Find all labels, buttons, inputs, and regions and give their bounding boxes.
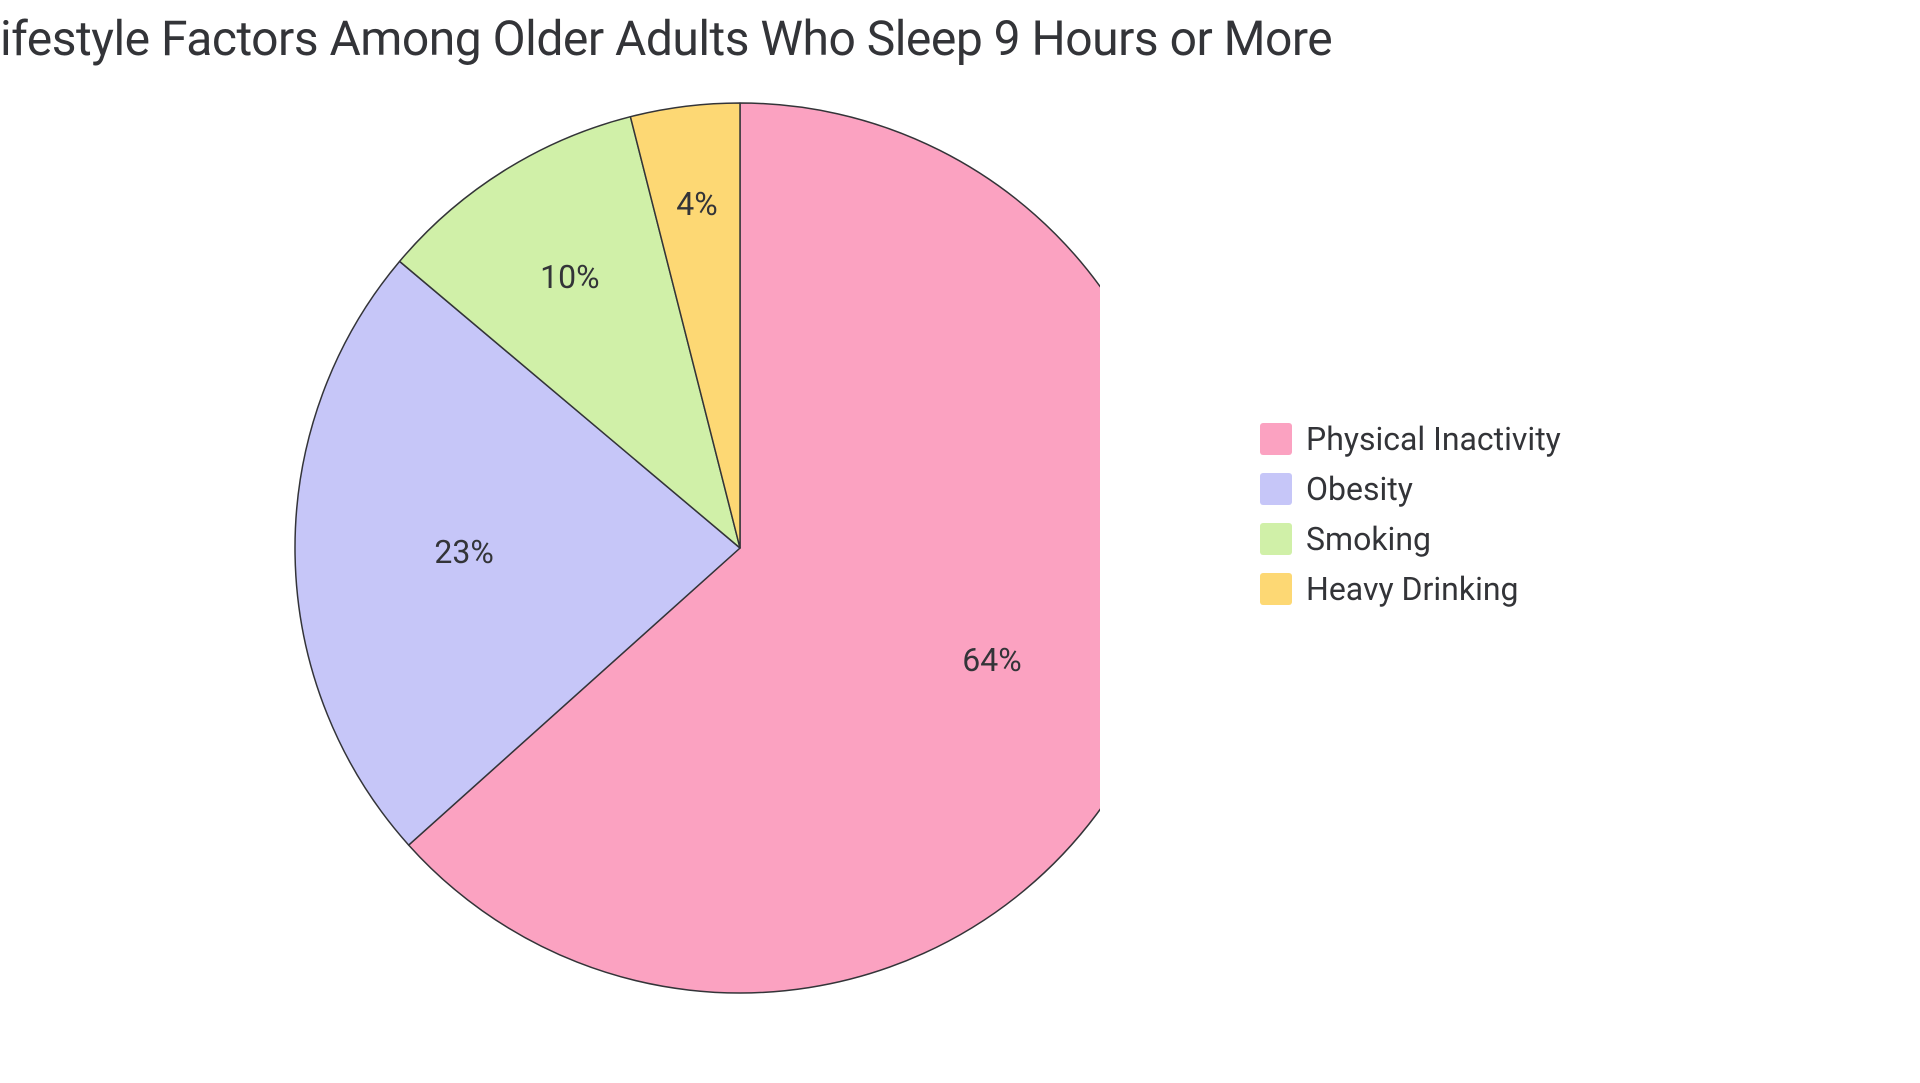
legend-label: Smoking <box>1306 520 1431 558</box>
legend-label: Heavy Drinking <box>1306 570 1518 608</box>
legend-item[interactable]: Physical Inactivity <box>1260 420 1561 458</box>
legend-swatch <box>1260 423 1292 455</box>
legend: Physical Inactivity Obesity Smoking Heavy D… <box>1260 420 1561 608</box>
chart-container: ifestyle Factors Among Older Adults Who … <box>0 0 1920 1083</box>
slice-percent-label: 4% <box>676 185 717 223</box>
legend-swatch <box>1260 523 1292 555</box>
pie-chart <box>200 100 1100 1000</box>
legend-item[interactable]: Smoking <box>1260 520 1561 558</box>
slice-percent-label: 10% <box>540 258 599 296</box>
slice-percent-label: 23% <box>434 533 493 571</box>
legend-label: Obesity <box>1306 470 1413 508</box>
legend-swatch <box>1260 573 1292 605</box>
legend-item[interactable]: Heavy Drinking <box>1260 570 1561 608</box>
legend-item[interactable]: Obesity <box>1260 470 1561 508</box>
slice-percent-label: 64% <box>962 641 1021 679</box>
legend-label: Physical Inactivity <box>1306 420 1561 458</box>
chart-title: ifestyle Factors Among Older Adults Who … <box>0 10 1332 67</box>
legend-swatch <box>1260 473 1292 505</box>
